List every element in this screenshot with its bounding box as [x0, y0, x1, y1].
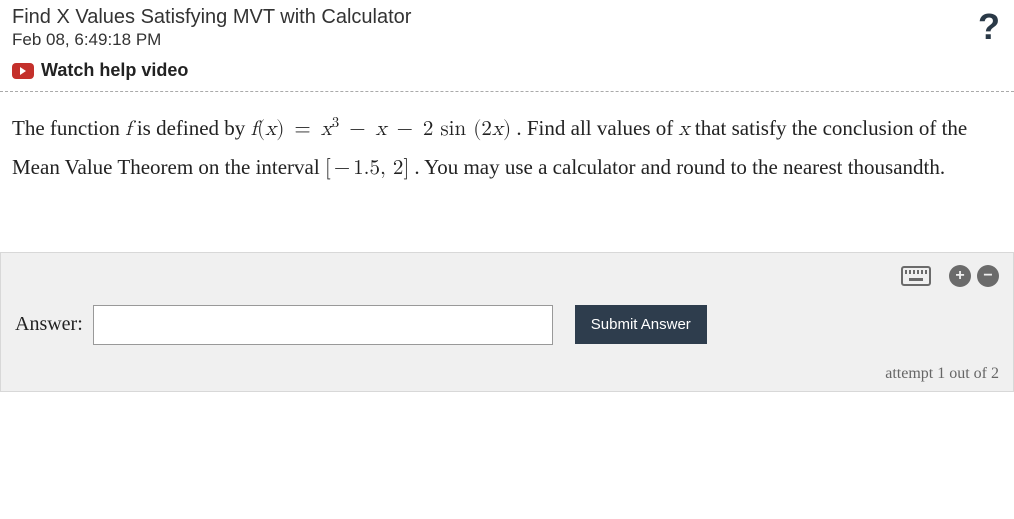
help-icon[interactable]: ?: [978, 6, 1000, 48]
page-title: Find X Values Satisfying MVT with Calcul…: [12, 6, 1002, 29]
add-answer-button[interactable]: +: [949, 265, 971, 287]
answer-toolbar: + −: [15, 265, 999, 287]
help-video-label: Watch help video: [41, 60, 188, 81]
math-interval: [−1.5, 2]: [325, 158, 409, 179]
watch-help-video-link[interactable]: Watch help video: [0, 54, 1014, 91]
math-x: x: [679, 119, 690, 140]
problem-text: The function f is defined by f(x) = x3 −…: [0, 110, 1014, 188]
video-icon: [12, 63, 34, 79]
timestamp: Feb 08, 6:49:18 PM: [12, 30, 1002, 50]
remove-answer-button[interactable]: −: [977, 265, 999, 287]
keyboard-icon[interactable]: [901, 266, 931, 286]
divider: [0, 91, 1014, 92]
answer-label: Answer:: [15, 313, 83, 336]
answer-panel: + − Answer: Submit Answer attempt 1 out …: [0, 252, 1014, 392]
attempt-counter: attempt 1 out of 2: [15, 359, 999, 383]
math-equation: f(x) = x3 − x − 2 sin (2x): [251, 119, 512, 140]
submit-answer-button[interactable]: Submit Answer: [575, 305, 707, 344]
answer-input[interactable]: [93, 305, 553, 345]
